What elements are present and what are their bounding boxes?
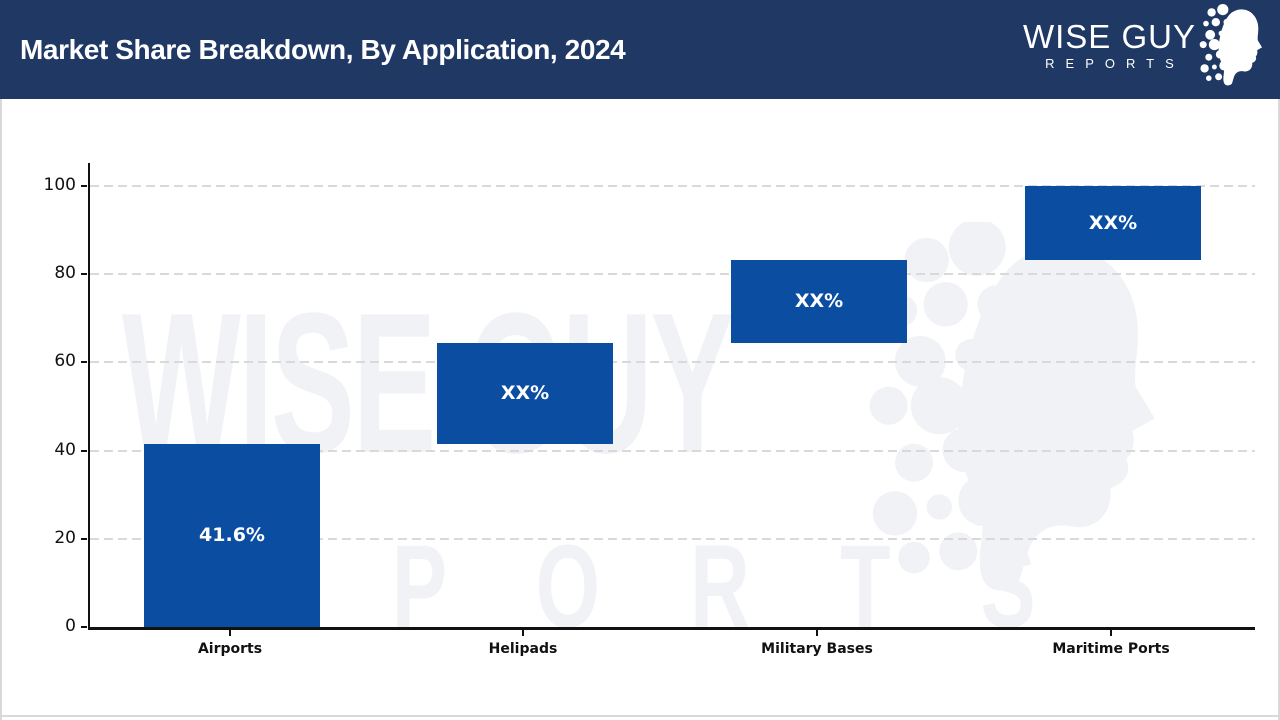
y-tick-label-60: 60 [54, 351, 76, 372]
watermark-text-ports: P O R T S [392, 521, 1070, 653]
chart-title: Market Share Breakdown, By Application, … [20, 33, 626, 65]
category-label-airports: Airports [197, 641, 263, 657]
category-label-military-bases: Military Bases [761, 641, 873, 657]
bar-value-label: XX% [500, 382, 550, 405]
brand-subname: REPORTS [1045, 56, 1185, 71]
brand-logo: WISE GUY REPORTS [1023, 4, 1270, 88]
y-tick-mark-40 [81, 449, 87, 452]
bar-value-label: XX% [794, 290, 844, 313]
bar-value-label: 41.6% [199, 524, 265, 547]
bar-military-bases: XX% [731, 260, 907, 343]
gridline-y20 [90, 537, 1255, 540]
y-tick-label-40: 40 [54, 439, 76, 460]
y-tick-label-20: 20 [54, 527, 76, 548]
bar-value-label: XX% [1088, 212, 1138, 235]
y-tick-mark-100 [81, 185, 87, 187]
category-label-helipads: Helipads [488, 641, 558, 657]
bottom-hairline [0, 715, 1280, 717]
y-tick-mark-80 [81, 273, 87, 276]
header-bar: Market Share Breakdown, By Application, … [0, 0, 1280, 99]
right-hairline [1278, 99, 1280, 720]
category-label-maritime-ports: Maritime Ports [1052, 641, 1170, 657]
x-tick-mark [1110, 630, 1112, 636]
x-tick-mark [522, 630, 524, 636]
y-tick-mark-0 [81, 626, 87, 628]
x-tick-mark [229, 630, 231, 636]
bar-airports: 41.6% [144, 443, 320, 627]
gridline-y100 [90, 185, 1255, 187]
plot-area: 41.6% XX% XX% XX% [88, 163, 1255, 630]
gridline-y40 [90, 449, 1255, 452]
bar-maritime-ports: XX% [1025, 186, 1201, 261]
left-hairline [0, 99, 2, 720]
y-tick-label-80: 80 [54, 263, 76, 284]
brand-logo-text: WISE GUY REPORTS [1023, 20, 1196, 72]
bar-helipads: XX% [437, 342, 613, 444]
x-tick-mark [816, 630, 818, 636]
brand-dotted-face-icon [1199, 4, 1262, 86]
gridline-y60 [90, 361, 1255, 364]
y-tick-mark-20 [81, 537, 87, 540]
brand-name: WISE GUY [1022, 18, 1196, 55]
gridline-y80 [90, 273, 1255, 276]
y-tick-label-0: 0 [65, 616, 76, 636]
y-tick-mark-60 [81, 361, 87, 364]
y-tick-label-100: 100 [43, 175, 76, 195]
